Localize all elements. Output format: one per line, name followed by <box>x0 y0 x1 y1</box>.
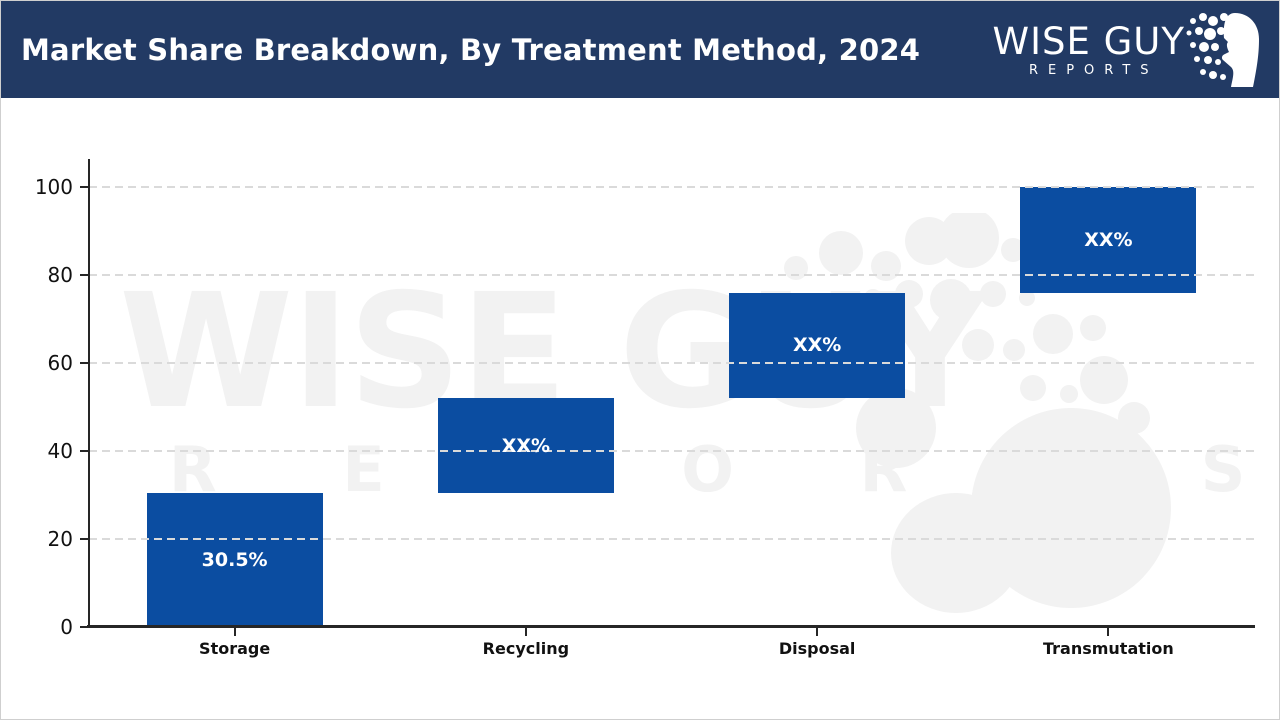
x-tick-mark <box>816 628 819 636</box>
bar-recycling <box>437 398 614 493</box>
logo-text: WISE GUY REPORTS <box>992 20 1185 79</box>
y-tick-mark <box>80 274 88 276</box>
y-tick-label: 80 <box>47 263 73 287</box>
category-label-recycling: Recycling <box>482 639 570 658</box>
y-tick-mark <box>80 186 88 188</box>
plot-area: 0 20 40 60 80 100 30.5% Storage XX% Recycling XX% D… <box>1 98 1279 719</box>
x-tick-mark <box>1107 628 1110 636</box>
bar-value-label: XX% <box>501 434 551 457</box>
wise-guy-reports-logo: WISE GUY REPORTS <box>993 7 1265 93</box>
gridline-y60 <box>89 362 1254 364</box>
category-label-transmutation: Transmutation <box>1042 639 1174 658</box>
y-tick-mark <box>80 626 88 628</box>
header-bar: Market Share Breakdown, By Treatment Met… <box>1 1 1279 98</box>
bar-value-label: XX% <box>1084 228 1133 251</box>
gridline-y20 <box>89 538 1254 540</box>
y-tick-label: 100 <box>34 175 73 199</box>
chart-title: Market Share Breakdown, By Treatment Met… <box>21 32 921 67</box>
x-tick-mark <box>233 628 236 636</box>
y-tick-mark <box>80 362 88 364</box>
y-tick-label: 40 <box>47 439 73 463</box>
y-axis-line <box>88 159 90 627</box>
gridline-y100 <box>89 186 1254 188</box>
x-tick-mark <box>524 628 527 636</box>
logo-subtitle: REPORTS <box>1028 63 1159 78</box>
watermark-face-dots <box>784 213 1171 613</box>
y-tick-label: 20 <box>47 527 73 551</box>
category-label-disposal: Disposal <box>778 639 856 658</box>
x-axis-line <box>87 625 1255 628</box>
bar-disposal <box>729 292 906 399</box>
logo-face-icon <box>1186 13 1259 87</box>
y-tick-label: 0 <box>60 615 73 639</box>
y-tick-label: 60 <box>47 351 73 375</box>
bar-value-label: XX% <box>792 334 842 357</box>
y-tick-mark <box>80 538 88 540</box>
logo-wordmark: WISE GUY <box>992 20 1185 63</box>
gridline-y40 <box>89 450 1254 452</box>
bar-value-label: 30.5% <box>201 548 268 571</box>
y-tick-mark <box>80 450 88 452</box>
bar-storage <box>146 492 323 627</box>
gridline-y80 <box>89 274 1254 276</box>
category-label-storage: Storage <box>199 639 271 658</box>
